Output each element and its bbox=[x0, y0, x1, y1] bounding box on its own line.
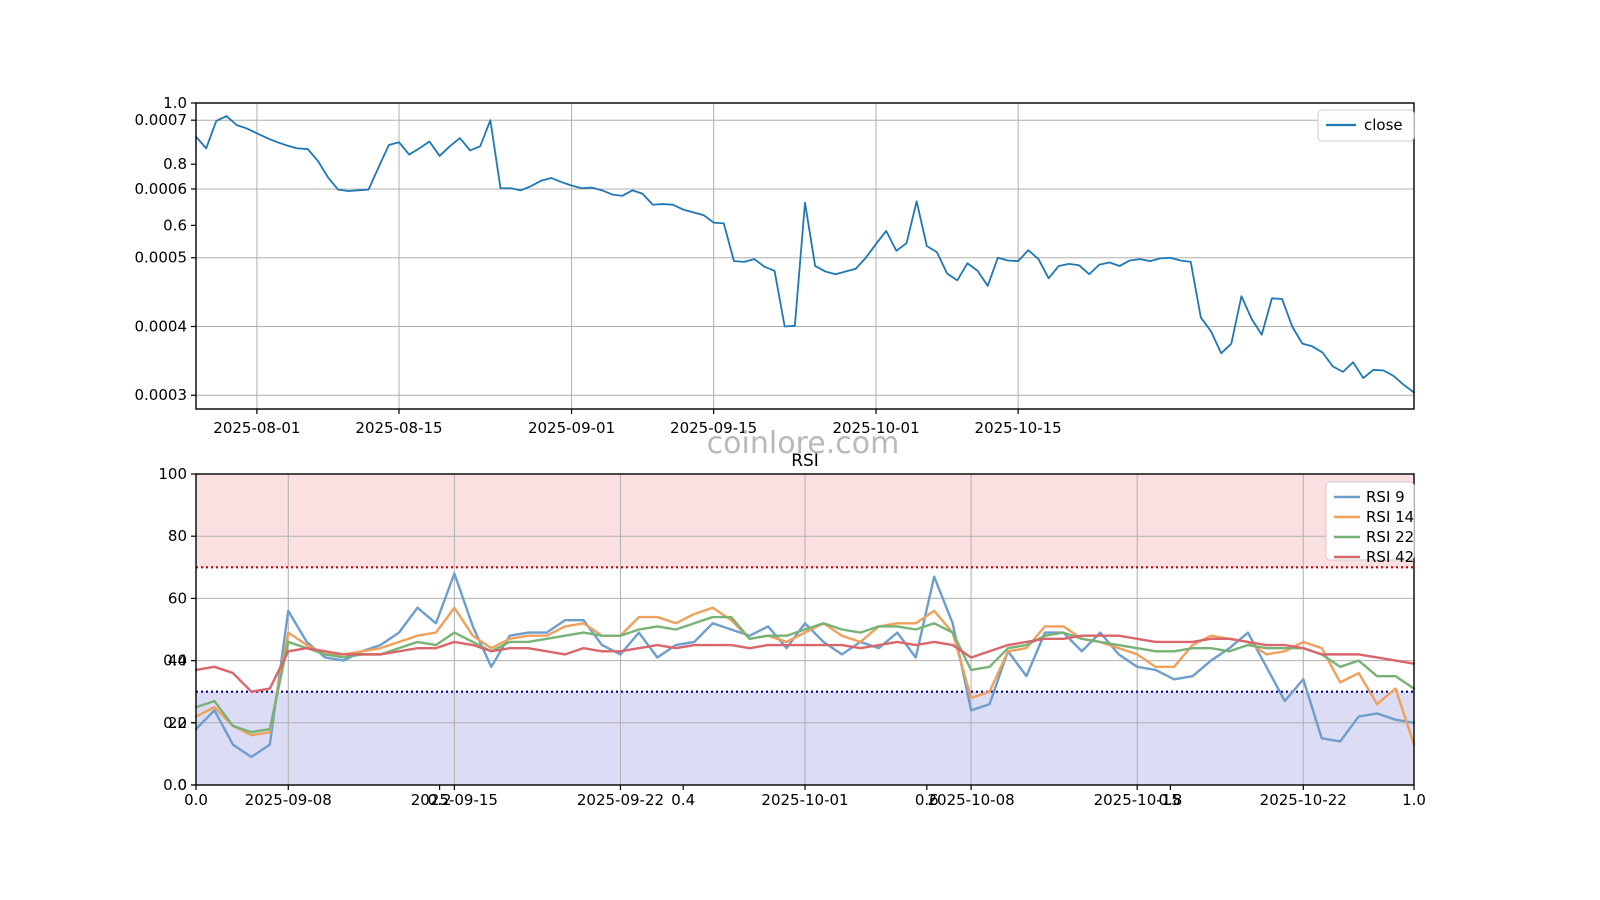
rsi-y-tick-secondary-label: 0.0 bbox=[163, 776, 187, 794]
rsi-x-tick-numeric-label: 0.4 bbox=[671, 791, 695, 809]
price-y-axis-labels: 0.0007 0.0006 0.0005 0.0004 0.0003 bbox=[135, 111, 196, 404]
rsi-legend-label-rsi-9: RSI 9 bbox=[1366, 488, 1405, 506]
price-x-tick-label: 2025-10-01 bbox=[832, 419, 919, 437]
rsi-line-rsi-42 bbox=[194, 634, 1416, 693]
price-legend-label-close: close bbox=[1364, 116, 1403, 134]
rsi-line-rsi-14 bbox=[194, 606, 1416, 746]
rsi-x-axis-numeric-labels: 0.0 0.2 0.4 0.6 0.8 1.0 bbox=[184, 785, 1426, 809]
rsi-legend-label-rsi-14: RSI 14 bbox=[1366, 508, 1414, 526]
watermark-text: coinlore.com bbox=[707, 426, 900, 461]
rsi-x-tick-numeric-label: 1.0 bbox=[1402, 791, 1426, 809]
price-x-tick-label: 2025-09-15 bbox=[670, 419, 757, 437]
rsi-y-tick-secondary-label: 0.4 bbox=[163, 652, 187, 670]
rsi-x-tick-label: 2025-10-22 bbox=[1260, 791, 1347, 809]
price-y-tick-secondary-label: 0.8 bbox=[163, 155, 187, 173]
price-x-tick-label: 2025-10-15 bbox=[975, 419, 1062, 437]
rsi-x-tick-label: 2025-09-22 bbox=[577, 791, 664, 809]
price-y-tick-label: 0.0004 bbox=[135, 317, 188, 335]
rsi-series bbox=[194, 572, 1416, 759]
rsi-x-tick-numeric-label: 0.2 bbox=[428, 791, 452, 809]
rsi-x-tick-numeric-label: 0.8 bbox=[1158, 791, 1182, 809]
price-y-tick-secondary-label: 1.0 bbox=[163, 94, 187, 112]
rsi-y-axis-secondary-labels: 0.4 0.2 0.0 bbox=[163, 652, 196, 794]
watermark: coinlore.com bbox=[707, 426, 900, 461]
rsi-y-tick-label: 0 bbox=[177, 776, 187, 794]
rsi-legend: RSI 9 RSI 14 RSI 22 RSI 42 bbox=[1325, 481, 1415, 566]
rsi-y-tick-label: 40 bbox=[168, 652, 187, 670]
rsi-title: RSI bbox=[791, 451, 819, 471]
rsi-y-tick-label: 100 bbox=[158, 465, 187, 483]
rsi-y-tick-label: 20 bbox=[168, 714, 187, 732]
rsi-x-tick-label: 2025-09-08 bbox=[245, 791, 332, 809]
rsi-legend-label-rsi-22: RSI 22 bbox=[1366, 528, 1414, 546]
price-x-tick-label: 2025-09-01 bbox=[528, 419, 615, 437]
rsi-grid bbox=[196, 474, 1414, 785]
rsi-y-tick-label: 60 bbox=[168, 589, 187, 607]
price-y-tick-label: 0.0003 bbox=[135, 386, 188, 404]
price-x-tick-label: 2025-08-01 bbox=[213, 419, 300, 437]
rsi-x-tick-numeric-label: 0.0 bbox=[184, 791, 208, 809]
rsi-x-tick-label: 2025-10-01 bbox=[761, 791, 848, 809]
close-price-line bbox=[195, 115, 1415, 394]
price-x-axis-labels: 2025-08-01 2025-08-15 2025-09-01 2025-09-15… bbox=[213, 409, 1062, 437]
price-legend-box[interactable] bbox=[1317, 109, 1415, 142]
price-plot-background bbox=[196, 103, 1414, 409]
rsi-line-rsi-22 bbox=[194, 615, 1416, 734]
rsi-x-tick-label: 2025-10-08 bbox=[927, 791, 1014, 809]
price-plot-frame bbox=[195, 102, 1415, 410]
price-panel: 0.0007 0.0006 0.0005 0.0004 0.0003 1.0 0.8 0.6 2… bbox=[135, 94, 1415, 437]
rsi-y-tick-secondary-label: 0.2 bbox=[163, 714, 187, 732]
rsi-y-axis-labels: 100 80 60 40 20 0 bbox=[158, 465, 196, 794]
rsi-y-tick-label: 80 bbox=[168, 527, 187, 545]
rsi-x-tick-label: 2025-10-15 bbox=[1094, 791, 1181, 809]
rsi-x-tick-numeric-label: 0.6 bbox=[915, 791, 939, 809]
price-y-tick-label: 0.0005 bbox=[135, 249, 188, 267]
rsi-x-axis-date-labels: 2025-09-08 2025-09-15 2025-09-22 2025-10-01… bbox=[245, 785, 1347, 809]
rsi-legend-label-rsi-42: RSI 42 bbox=[1366, 548, 1414, 566]
price-grid bbox=[196, 103, 1414, 409]
rsi-legend-box[interactable] bbox=[1325, 481, 1415, 561]
price-legend: close bbox=[1317, 109, 1415, 142]
rsi-x-tick-label: 2025-09-15 bbox=[411, 791, 498, 809]
price-y-tick-label: 0.0007 bbox=[135, 111, 188, 129]
price-x-tick-label: 2025-08-15 bbox=[355, 419, 442, 437]
price-y-tick-label: 0.0006 bbox=[135, 180, 188, 198]
price-y-axis-secondary-labels: 1.0 0.8 0.6 bbox=[163, 94, 196, 234]
rsi-line-rsi-9 bbox=[194, 572, 1416, 759]
price-y-tick-secondary-label: 0.6 bbox=[163, 216, 187, 234]
